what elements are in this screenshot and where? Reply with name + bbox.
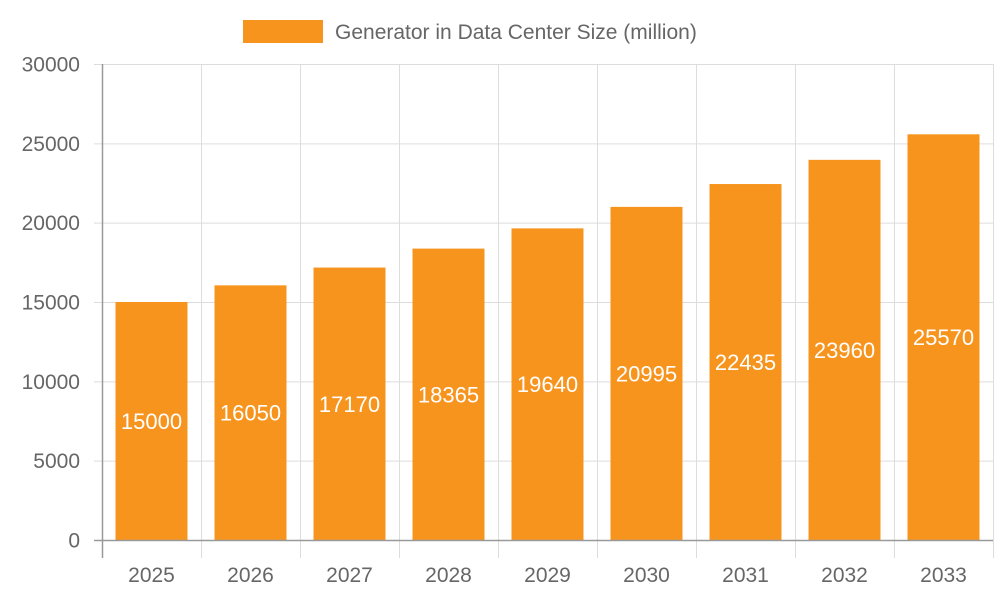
x-tick-label: 2033: [920, 564, 967, 587]
y-tick-label: 20000: [22, 212, 80, 235]
data-label: 23960: [814, 338, 875, 363]
y-tick-label: 5000: [33, 450, 80, 473]
grid: [94, 64, 994, 558]
data-label: 25570: [913, 325, 974, 350]
bar-2026[interactable]: [214, 285, 287, 540]
x-tick-label: 2025: [128, 564, 175, 587]
bar-2028[interactable]: [412, 248, 485, 540]
bar-2031[interactable]: [709, 184, 782, 541]
data-label: 16050: [220, 401, 281, 426]
bar-2033[interactable]: [907, 134, 980, 540]
bar-2032[interactable]: [808, 159, 881, 541]
x-tick-label: 2029: [524, 564, 571, 587]
data-label: 17170: [319, 392, 380, 417]
data-label: 18365: [418, 382, 479, 407]
legend[interactable]: Generator in Data Center Size (million): [243, 20, 697, 44]
y-tick-label: 25000: [22, 133, 80, 156]
data-label: 20995: [616, 361, 677, 386]
bar-2025[interactable]: [115, 302, 188, 540]
data-label: 15000: [121, 409, 182, 434]
x-tick-label: 2026: [227, 564, 274, 587]
y-tick-label: 0: [68, 530, 80, 553]
x-tick-label: 2030: [623, 564, 670, 587]
x-tick-label: 2028: [425, 564, 472, 587]
legend-label: Generator in Data Center Size (million): [335, 21, 697, 44]
data-label: 22435: [715, 350, 776, 375]
legend-swatch: [243, 20, 323, 43]
y-tick-label: 30000: [22, 54, 80, 77]
bar-2029[interactable]: [511, 228, 584, 540]
x-tick-label: 2032: [821, 564, 868, 587]
bar-2030[interactable]: [610, 206, 683, 540]
y-tick-label: 10000: [22, 371, 80, 394]
axes: 0 5000 10000 15000 20000 25000 30000 2025 2026 20…: [22, 54, 993, 587]
bar-2027[interactable]: [313, 267, 386, 540]
y-tick-label: 15000: [22, 292, 80, 315]
bars: 15000 16050 17170 18365 19640 20995 22435 23960…: [115, 134, 980, 541]
data-label: 19640: [517, 372, 578, 397]
x-tick-label: 2031: [722, 564, 769, 587]
x-tick-label: 2027: [326, 564, 373, 587]
